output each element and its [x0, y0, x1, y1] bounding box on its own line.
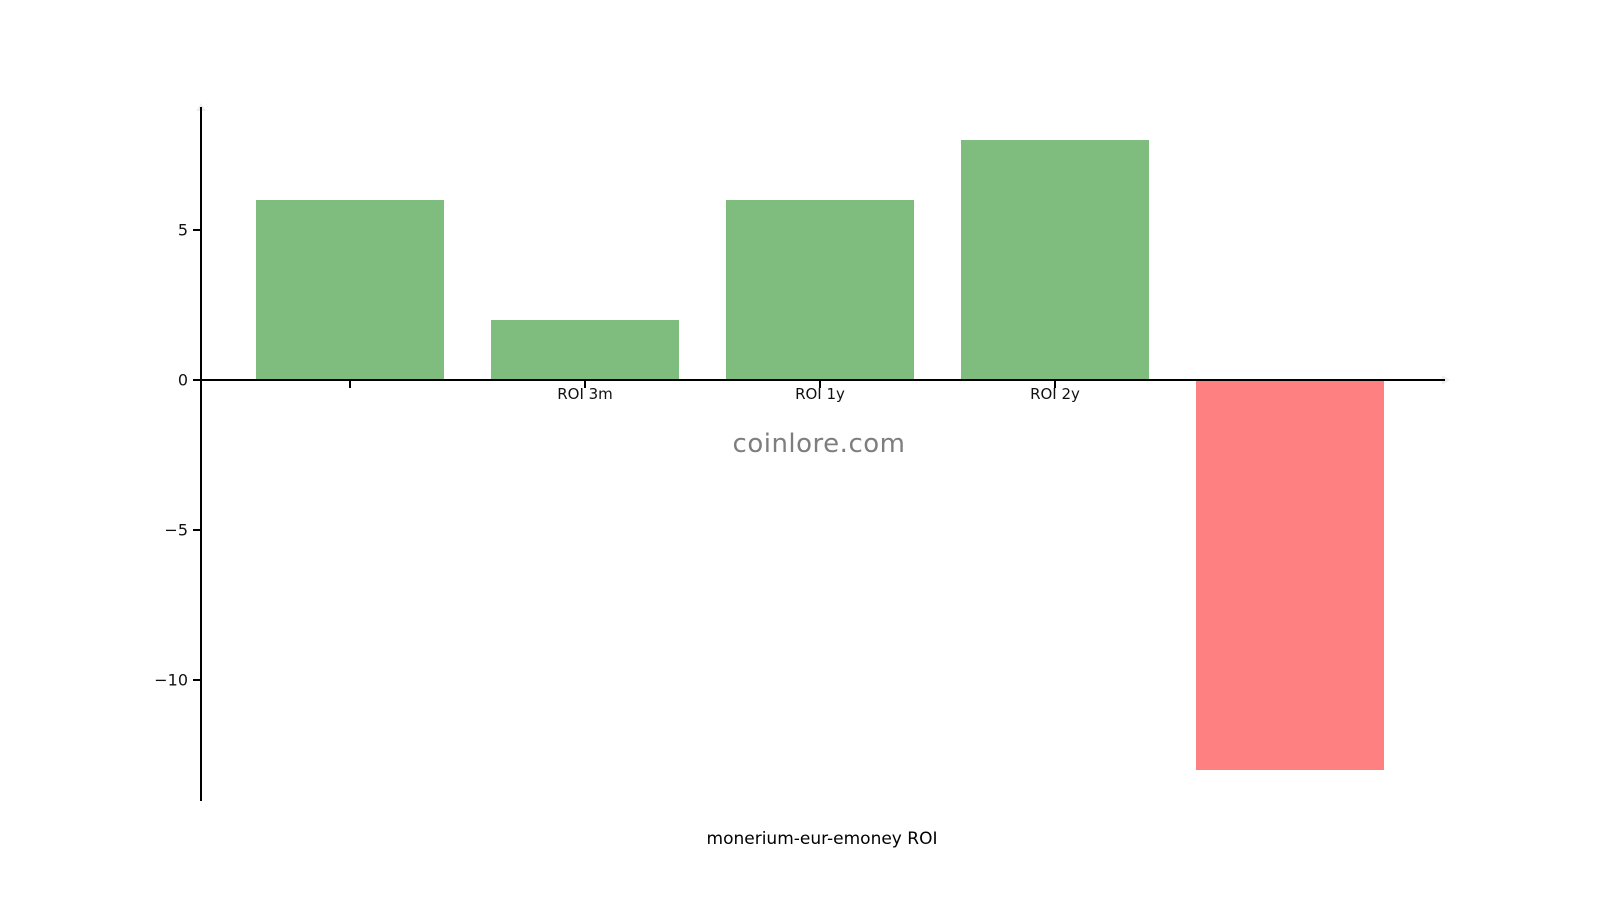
bar-index-0: [256, 200, 444, 380]
x-axis-title: monerium-eur-emoney ROI: [706, 829, 938, 849]
x-tick-label-roi-2y: ROI 2y: [1030, 385, 1080, 403]
y-tick-mark-0: [193, 379, 200, 381]
bar-roi-1y: [726, 200, 914, 380]
bar-roi-2y: [961, 140, 1149, 380]
y-tick-mark-5: [193, 229, 200, 231]
x-tick-label-roi-1y: ROI 1y: [795, 385, 845, 403]
x-tick-mark-3: [1054, 381, 1056, 388]
y-tick-mark--5: [193, 529, 200, 531]
y-tick-mark--10: [193, 679, 200, 681]
watermark-text: coinlore.com: [732, 429, 906, 459]
bar-index-4: [1196, 380, 1384, 770]
bar-roi-3m: [491, 320, 679, 380]
y-tick-label--10: −10: [154, 670, 188, 690]
y-tick-label-0: 0: [177, 370, 188, 390]
x-tick-mark-2: [819, 381, 821, 388]
y-axis-line: [200, 107, 202, 801]
x-axis-arrow-artifact: [1442, 375, 1450, 385]
y-tick-label-5: 5: [177, 220, 188, 240]
x-tick-label-roi-3m: ROI 3m: [557, 385, 613, 403]
y-tick-label--5: −5: [164, 520, 188, 540]
x-tick-mark-1: [584, 381, 586, 388]
x-tick-mark-0: [349, 381, 351, 388]
x-axis-line: [200, 379, 1445, 381]
